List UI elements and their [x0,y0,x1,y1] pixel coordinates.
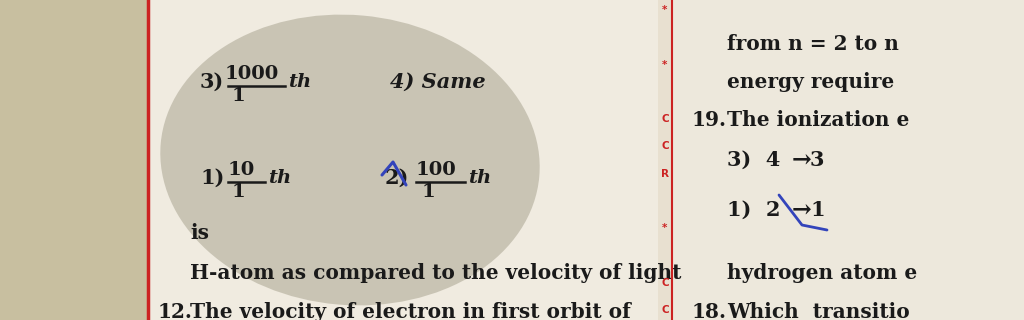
Text: →: → [792,148,812,172]
Text: 3)  4: 3) 4 [727,150,780,170]
Text: 1)  2: 1) 2 [727,200,780,220]
Text: 12.: 12. [158,302,193,320]
Text: th: th [468,169,492,187]
Text: The velocity of electron in first orbit of: The velocity of electron in first orbit … [190,302,631,320]
Bar [148,0,672,320]
Text: 18.: 18. [692,302,727,320]
Text: C: C [662,278,669,288]
Text: hydrogen atom e: hydrogen atom e [727,263,918,283]
Ellipse shape [161,15,540,305]
Text: *: * [663,5,668,15]
Text: 1: 1 [810,200,824,220]
Text: is: is [190,223,209,243]
Text: The ionization e: The ionization e [727,110,909,130]
Text: 3: 3 [810,150,824,170]
Text: th: th [288,73,311,91]
Text: R: R [662,169,669,179]
Bar [672,0,1024,320]
Text: 1: 1 [232,87,246,105]
Text: from n = 2 to n: from n = 2 to n [727,34,899,54]
Text: *: * [663,223,668,233]
Text: C: C [662,114,669,124]
Text: energy require: energy require [727,72,894,92]
Text: →: → [792,198,812,222]
Text: 1000: 1000 [225,65,280,83]
Text: C: C [662,141,669,151]
Text: 1: 1 [422,183,436,201]
Text: 19.: 19. [692,110,727,130]
Text: 3): 3) [200,72,224,92]
Text: Which  transitio: Which transitio [727,302,909,320]
Text: H-atom as compared to the velocity of light: H-atom as compared to the velocity of li… [190,263,681,283]
Text: C: C [662,305,669,315]
Text: 100: 100 [416,161,457,179]
Text: 10: 10 [228,161,255,179]
Text: *: * [663,60,668,69]
Text: 2): 2) [385,168,410,188]
Text: 4) Same: 4) Same [390,72,485,92]
Text: 1): 1) [200,168,224,188]
Text: th: th [268,169,291,187]
Text: 1: 1 [232,183,246,201]
Bar [658,0,672,320]
